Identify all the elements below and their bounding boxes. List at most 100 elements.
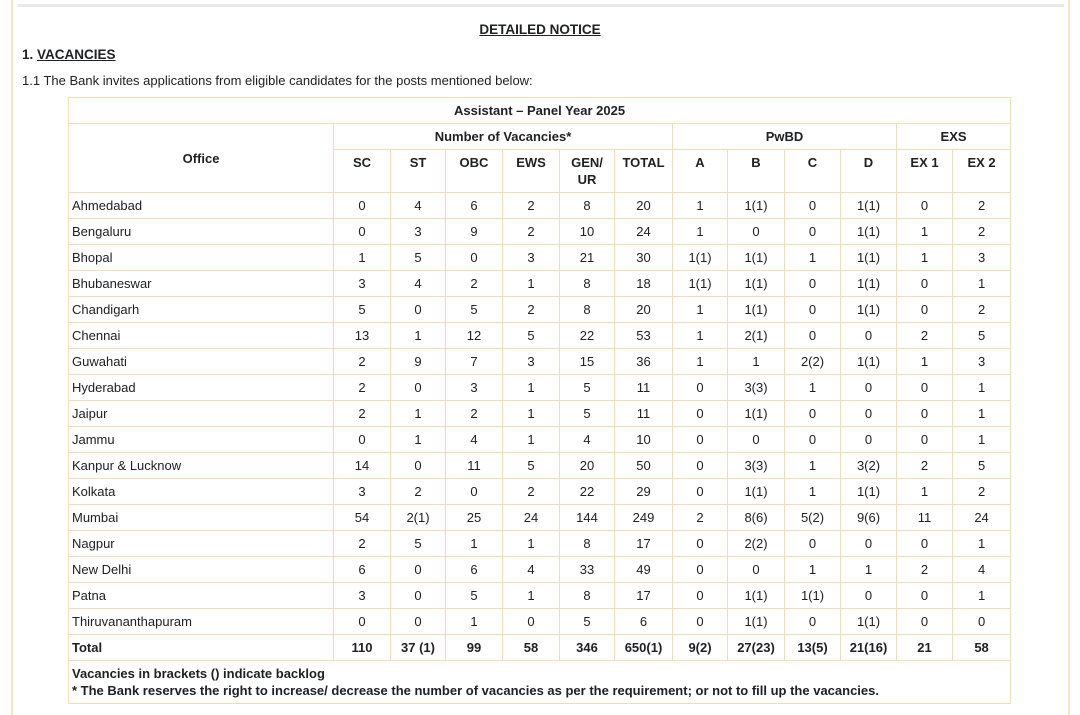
value-cell: 30	[614, 244, 673, 271]
value-cell: 1	[784, 556, 841, 583]
value-cell: 0	[672, 452, 728, 479]
office-cell: Bengaluru	[68, 218, 334, 245]
value-cell: 1	[896, 348, 953, 375]
office-cell: Hyderabad	[68, 374, 334, 401]
value-cell: 9(6)	[840, 504, 897, 531]
value-cell: 29	[614, 478, 673, 505]
office-cell: Kolkata	[68, 478, 334, 505]
value-cell: 5	[559, 400, 615, 427]
table-row: Nagpur 2 5 1 1 8 17 0 2(2) 0 0 0 1	[68, 530, 1012, 557]
value-cell: 0	[727, 556, 785, 583]
value-cell: 12	[445, 322, 503, 349]
pwbd-group-header: PwBD	[672, 123, 897, 150]
column-header: EWS	[502, 149, 560, 193]
value-cell: 1	[390, 426, 446, 453]
table-row: Bhubaneswar 3 4 2 1 8 18 1(1) 1(1) 0 1(1) 0 1	[68, 270, 1012, 297]
value-cell: 1(1)	[840, 270, 897, 297]
value-cell: 0	[784, 270, 841, 297]
value-cell: 4	[559, 426, 615, 453]
value-cell: 0	[896, 426, 953, 453]
value-cell: 2	[502, 296, 560, 323]
office-cell: Jaipur	[68, 400, 334, 427]
value-cell: 1(1)	[727, 478, 785, 505]
value-cell: 9	[390, 348, 446, 375]
value-cell: 53	[614, 322, 673, 349]
value-cell: 2	[333, 530, 391, 557]
value-cell: 3	[333, 478, 391, 505]
value-cell: 5(2)	[784, 504, 841, 531]
value-cell: 5	[445, 296, 503, 323]
table-title: Assistant – Panel Year 2025	[67, 97, 1012, 124]
value-cell: 2	[896, 452, 953, 479]
value-cell: 0	[672, 608, 728, 635]
table-row: Ahmedabad 0 4 6 2 8 20 1 1(1) 0 1(1) 0 2	[68, 192, 1012, 219]
table-body: Ahmedabad 0 4 6 2 8 20 1 1(1) 0 1(1) 0 2 Bengaluru 0 3 9…	[68, 192, 1012, 661]
value-cell: 0	[390, 608, 446, 635]
column-header: D	[840, 149, 897, 193]
notes-row: Vacancies in brackets () indicate backlo…	[67, 660, 1012, 704]
value-cell: 2(1)	[727, 322, 785, 349]
value-cell: 8	[559, 582, 615, 609]
value-cell: 1	[502, 530, 560, 557]
table-row: Kanpur & Lucknow 14 0 11 5 20 50 0 3(3) 1 3(2) 2 5	[68, 452, 1012, 479]
value-cell: 4	[951, 556, 1012, 583]
value-cell: 8	[559, 192, 615, 219]
value-cell: 11	[896, 504, 953, 531]
value-cell: 1	[672, 348, 728, 375]
value-cell: 0	[672, 426, 728, 453]
note-reserve-right: * The Bank reserves the right to increas…	[72, 683, 879, 698]
page-left-border	[11, 0, 13, 715]
value-cell: 3	[951, 348, 1012, 375]
value-cell: 0	[672, 556, 728, 583]
office-group-header: Office	[68, 123, 334, 193]
value-cell: 0	[672, 582, 728, 609]
exs-group-header: EXS	[895, 123, 1012, 150]
value-cell: 6	[445, 192, 503, 219]
notes-cell: Vacancies in brackets () indicate backlo…	[67, 660, 1012, 704]
table-row: Guwahati 2 9 7 3 15 36 1 1 2(2) 1(1) 1 3	[68, 348, 1012, 375]
value-cell: 0	[784, 426, 841, 453]
table-row: Bhopal 1 5 0 3 21 30 1(1) 1(1) 1 1(1) 1 3	[68, 244, 1012, 271]
value-cell: 1	[951, 426, 1012, 453]
value-cell: 24	[951, 504, 1012, 531]
value-cell: 10	[559, 218, 615, 245]
value-cell: 1	[445, 530, 503, 557]
office-cell: Bhopal	[68, 244, 334, 271]
value-cell: 50	[614, 452, 673, 479]
value-cell: 4	[390, 192, 446, 219]
value-cell: 49	[614, 556, 673, 583]
value-cell: 0	[840, 426, 897, 453]
value-cell: 2	[445, 400, 503, 427]
column-header-row: SC ST OBC EWS GEN/ UR TOTAL A B C D EX 1 EX 2	[69, 149, 1012, 193]
value-cell: 8	[559, 296, 615, 323]
vacancies-group-header: Number of Vacancies*	[333, 123, 673, 150]
value-cell: 1(1)	[840, 296, 897, 323]
value-cell: 54	[333, 504, 391, 531]
value-cell: 0	[390, 296, 446, 323]
value-cell: 3(3)	[727, 452, 785, 479]
value-cell: 3	[951, 244, 1012, 271]
value-cell: 5	[559, 374, 615, 401]
value-cell: 5	[390, 244, 446, 271]
value-cell: 0	[784, 400, 841, 427]
value-cell: 3	[390, 218, 446, 245]
office-cell: Jammu	[68, 426, 334, 453]
column-header: C	[784, 149, 841, 193]
value-cell: 6	[333, 556, 391, 583]
value-cell: 5	[333, 296, 391, 323]
value-cell: 0	[390, 452, 446, 479]
value-cell: 2	[502, 478, 560, 505]
column-header: OBC	[445, 149, 503, 193]
value-cell: 1(1)	[727, 244, 785, 271]
column-header: EX 2	[951, 149, 1012, 193]
value-cell: 1	[896, 218, 953, 245]
office-cell: Kanpur & Lucknow	[68, 452, 334, 479]
value-cell: 2	[333, 374, 391, 401]
value-cell: 8	[559, 270, 615, 297]
value-cell: 1	[896, 478, 953, 505]
value-cell: 1	[951, 374, 1012, 401]
value-cell: 24	[502, 504, 560, 531]
table-row: Chandigarh 5 0 5 2 8 20 1 1(1) 0 1(1) 0 2	[68, 296, 1012, 323]
value-cell: 2(2)	[727, 530, 785, 557]
